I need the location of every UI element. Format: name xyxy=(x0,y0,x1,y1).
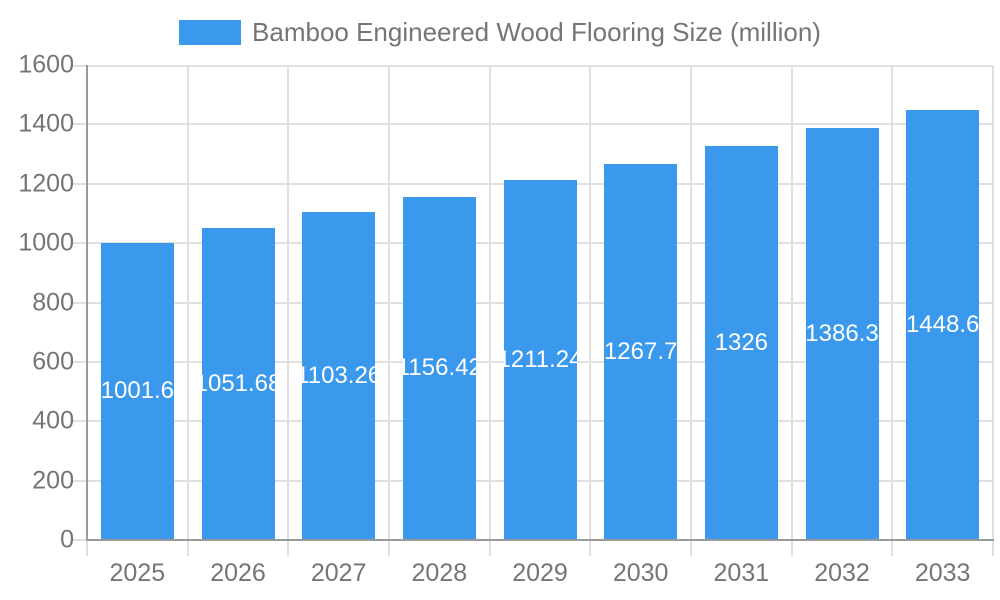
x-axis-tick xyxy=(589,540,592,556)
x-axis-tick xyxy=(690,540,692,556)
gridline-vertical xyxy=(992,65,994,540)
bar-value-label: 1386.3 xyxy=(805,320,879,348)
x-axis-tick xyxy=(488,540,491,556)
x-axis-tick xyxy=(388,540,390,556)
y-axis-tick xyxy=(72,420,87,423)
plot-area: 1001.6 1051.68 1103.26 1156.42 1211.24 1267.7… xyxy=(87,65,994,540)
y-axis-tick-label: 600 xyxy=(32,347,74,376)
bar-value-label: 1448.6 xyxy=(906,310,980,338)
y-axis-tick xyxy=(72,65,87,67)
gridline-vertical xyxy=(186,65,189,540)
x-axis-tick-label: 2032 xyxy=(814,559,870,587)
bar[interactable]: 1211.24 xyxy=(503,180,577,540)
y-axis-tick-label: 1600 xyxy=(18,50,74,79)
y-axis-tick-label: 400 xyxy=(32,406,74,435)
bar[interactable]: 1001.6 xyxy=(100,242,174,540)
y-axis-tick-label: 1400 xyxy=(18,109,74,138)
x-axis-tick-label: 2028 xyxy=(411,559,468,587)
legend-swatch xyxy=(179,20,242,45)
y-axis-tick-label: 800 xyxy=(32,288,74,316)
gridline-vertical xyxy=(790,65,793,540)
x-axis-tick xyxy=(790,540,793,556)
bar[interactable]: 1156.42 xyxy=(402,196,476,540)
legend-label: Bamboo Engineered Wood Flooring Size (mi… xyxy=(252,17,821,47)
x-axis-tick xyxy=(891,540,894,556)
bar[interactable]: 1103.26 xyxy=(302,212,376,540)
y-axis-tick xyxy=(72,360,87,363)
gridline-horizontal xyxy=(87,65,993,67)
gridline-vertical xyxy=(589,65,592,540)
bar[interactable]: 1326 xyxy=(704,146,778,540)
bar-value-label: 1211.24 xyxy=(503,346,577,374)
x-axis-tick xyxy=(287,540,290,556)
x-axis-line xyxy=(86,539,994,541)
gridline-vertical xyxy=(891,65,894,540)
gridline-vertical xyxy=(690,65,692,540)
y-axis-tick-label: 1000 xyxy=(18,228,74,257)
gridline-vertical xyxy=(488,65,491,540)
y-axis-tick xyxy=(72,182,87,185)
x-axis-tick-label: 2025 xyxy=(109,559,166,587)
y-axis-tick-label: 1200 xyxy=(18,169,74,198)
bar[interactable]: 1267.7 xyxy=(604,163,678,540)
x-axis-tick-label: 2027 xyxy=(310,559,367,587)
bar[interactable]: 1051.68 xyxy=(201,227,275,540)
gridline-vertical xyxy=(388,65,390,540)
y-axis-line xyxy=(86,65,88,540)
bar[interactable]: 1448.6 xyxy=(906,109,980,540)
x-axis-tick-label: 2029 xyxy=(512,559,568,587)
y-axis-tick xyxy=(72,539,87,541)
bar-value-label: 1326 xyxy=(714,329,769,357)
x-axis: 2025 2026 2027 2028 2029 2030 2031 2032 2033 xyxy=(86,540,994,600)
gridline-vertical xyxy=(287,65,290,540)
x-axis-tick-label: 2033 xyxy=(914,559,971,587)
bar-value-label: 1267.7 xyxy=(604,337,678,365)
y-axis-tick-label: 0 xyxy=(60,525,74,554)
gridline-horizontal xyxy=(87,123,993,126)
x-axis-tick xyxy=(86,540,88,556)
x-axis-tick xyxy=(992,540,994,556)
y-axis-tick xyxy=(72,301,87,304)
y-axis-tick xyxy=(72,479,87,482)
legend[interactable]: Bamboo Engineered Wood Flooring Size (mi… xyxy=(0,19,1000,46)
x-axis-tick-label: 2031 xyxy=(713,559,770,587)
y-axis-tick xyxy=(72,242,87,245)
x-axis-tick-label: 2026 xyxy=(210,559,266,587)
x-axis-tick xyxy=(186,540,189,556)
bar-value-label: 1051.68 xyxy=(202,369,275,397)
y-axis-tick-label: 200 xyxy=(32,466,74,495)
bar-value-label: 1103.26 xyxy=(302,362,376,390)
bar[interactable]: 1386.3 xyxy=(805,128,879,540)
bar-value-label: 1156.42 xyxy=(403,354,476,382)
y-axis: 0 200 400 600 800 1000 1200 1400 1600 xyxy=(0,52,87,552)
x-axis-tick-label: 2030 xyxy=(612,559,669,587)
y-axis-tick xyxy=(72,123,87,126)
bar-value-label: 1001.6 xyxy=(100,377,174,405)
